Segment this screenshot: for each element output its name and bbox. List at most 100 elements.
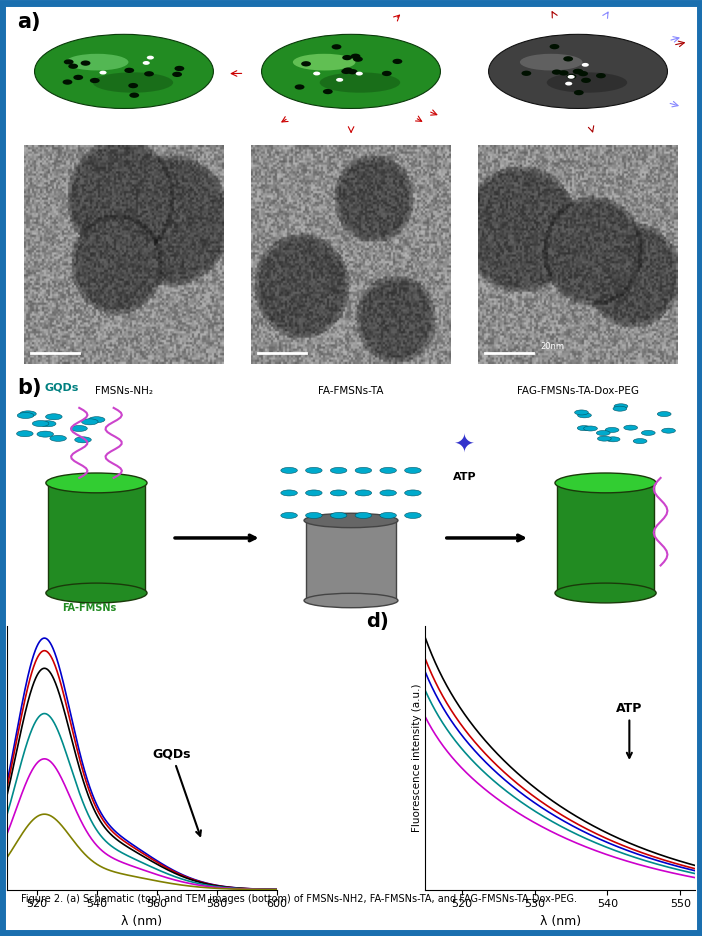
Circle shape: [605, 428, 619, 432]
Circle shape: [596, 73, 606, 79]
Circle shape: [633, 439, 647, 444]
Ellipse shape: [520, 53, 583, 70]
Circle shape: [574, 90, 584, 95]
Circle shape: [382, 71, 392, 76]
Circle shape: [124, 67, 134, 73]
Circle shape: [565, 81, 572, 85]
Ellipse shape: [262, 35, 440, 109]
Circle shape: [355, 490, 371, 496]
Circle shape: [355, 467, 371, 474]
Circle shape: [281, 512, 298, 519]
Circle shape: [392, 59, 402, 64]
Circle shape: [71, 426, 87, 431]
Ellipse shape: [304, 593, 398, 607]
Circle shape: [62, 80, 72, 85]
Circle shape: [37, 431, 53, 437]
Circle shape: [356, 72, 363, 76]
Circle shape: [380, 490, 397, 496]
Circle shape: [39, 420, 56, 427]
Circle shape: [607, 437, 620, 442]
Circle shape: [350, 53, 360, 59]
Circle shape: [552, 69, 562, 75]
Circle shape: [128, 83, 138, 88]
Circle shape: [144, 71, 154, 77]
Ellipse shape: [46, 583, 147, 603]
Circle shape: [50, 435, 67, 442]
Circle shape: [597, 436, 611, 441]
Circle shape: [305, 512, 322, 519]
Circle shape: [331, 512, 347, 519]
Circle shape: [32, 420, 49, 427]
Circle shape: [567, 75, 575, 79]
Circle shape: [657, 412, 671, 417]
Circle shape: [305, 490, 322, 496]
Ellipse shape: [93, 72, 173, 93]
Text: ATP: ATP: [453, 473, 477, 482]
Ellipse shape: [319, 72, 400, 93]
Ellipse shape: [555, 473, 656, 493]
Circle shape: [347, 69, 357, 74]
Circle shape: [331, 467, 347, 474]
Ellipse shape: [34, 35, 213, 109]
Circle shape: [380, 467, 397, 474]
Circle shape: [582, 63, 589, 66]
Circle shape: [550, 44, 559, 50]
Circle shape: [581, 78, 591, 83]
Circle shape: [578, 71, 588, 76]
Text: GQDs: GQDs: [45, 383, 79, 393]
Ellipse shape: [555, 583, 656, 603]
Circle shape: [380, 512, 397, 519]
Circle shape: [295, 84, 305, 90]
Circle shape: [281, 467, 298, 474]
Circle shape: [129, 93, 139, 98]
Circle shape: [559, 70, 569, 76]
Circle shape: [642, 431, 655, 435]
Circle shape: [17, 431, 33, 437]
Ellipse shape: [498, 68, 668, 80]
Y-axis label: Fluorescence intensity (a.u.): Fluorescence intensity (a.u.): [412, 683, 423, 832]
Text: ATP: ATP: [616, 702, 642, 758]
Circle shape: [573, 68, 583, 74]
Circle shape: [575, 410, 588, 415]
Text: FA-FMSNs-TA: FA-FMSNs-TA: [318, 387, 384, 397]
Text: d): d): [366, 612, 389, 631]
Circle shape: [624, 425, 637, 431]
Circle shape: [74, 437, 91, 443]
Circle shape: [20, 411, 37, 417]
Y-axis label: Fluorescence intensity (a.u.): Fluorescence intensity (a.u.): [0, 683, 4, 832]
Circle shape: [81, 61, 91, 66]
Circle shape: [73, 75, 83, 80]
Circle shape: [46, 414, 62, 419]
Circle shape: [614, 403, 628, 409]
Circle shape: [404, 490, 421, 496]
Ellipse shape: [304, 513, 398, 528]
Circle shape: [404, 512, 421, 519]
Text: a): a): [18, 12, 41, 32]
Text: GQDs: GQDs: [152, 748, 201, 836]
X-axis label: λ (nm): λ (nm): [121, 914, 162, 928]
Ellipse shape: [547, 72, 627, 93]
Circle shape: [662, 428, 675, 433]
Circle shape: [301, 61, 311, 66]
Circle shape: [81, 418, 98, 425]
Text: FAG-FMSNs-TA-Dox-PEG: FAG-FMSNs-TA-Dox-PEG: [517, 387, 639, 397]
Circle shape: [577, 426, 591, 431]
Text: b): b): [18, 378, 42, 398]
Text: FMSNs-NH₂: FMSNs-NH₂: [95, 387, 153, 397]
Circle shape: [597, 431, 610, 435]
Circle shape: [404, 467, 421, 474]
Circle shape: [613, 406, 627, 411]
Circle shape: [583, 426, 597, 431]
X-axis label: λ (nm): λ (nm): [540, 914, 581, 928]
Circle shape: [355, 512, 371, 519]
Circle shape: [353, 56, 363, 62]
Circle shape: [147, 55, 154, 60]
Circle shape: [68, 64, 78, 69]
Circle shape: [90, 78, 100, 83]
Circle shape: [341, 68, 351, 74]
Circle shape: [143, 61, 150, 65]
Circle shape: [175, 66, 185, 71]
Circle shape: [305, 467, 322, 474]
Circle shape: [522, 70, 531, 76]
Circle shape: [336, 78, 343, 81]
